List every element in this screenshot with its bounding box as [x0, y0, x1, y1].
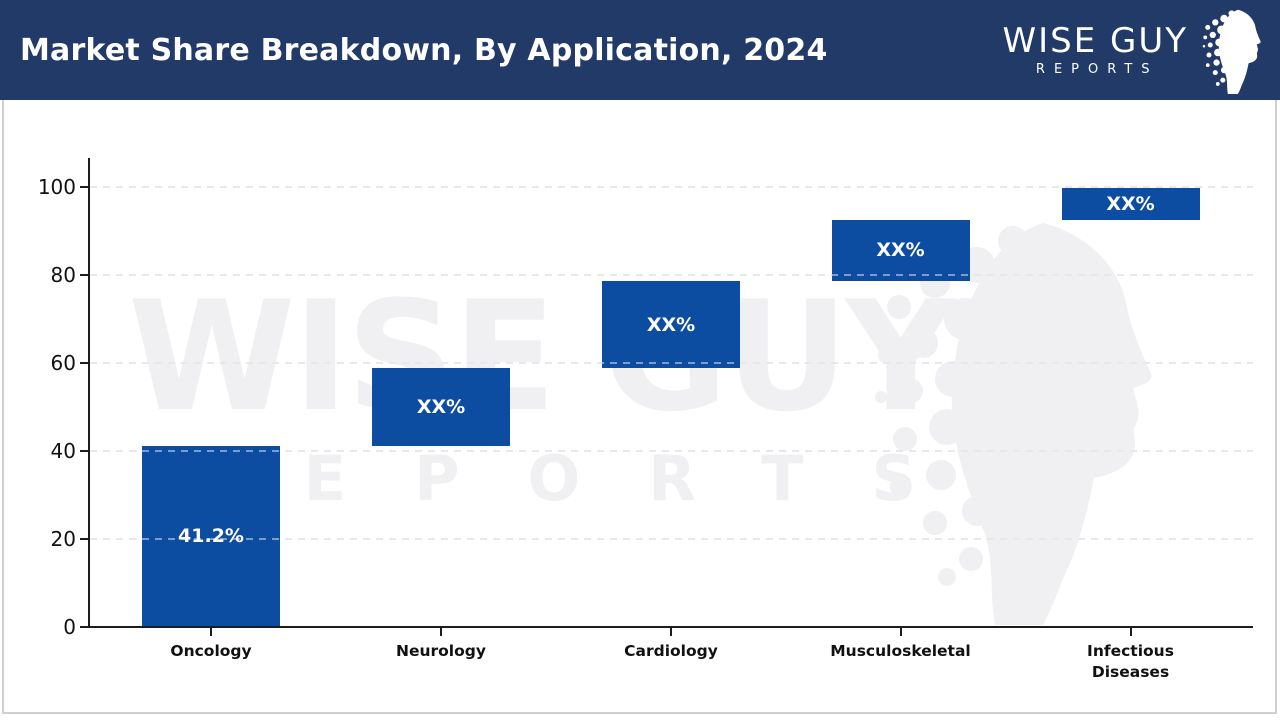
- bar-value-label: XX%: [1106, 192, 1155, 215]
- bar-value-label: XX%: [646, 313, 696, 336]
- y-tick-label-100: 100: [37, 174, 76, 199]
- x-tick-2: [670, 628, 672, 636]
- bar-value-label: 41.2%: [178, 525, 244, 548]
- gridline-40: [90, 449, 1253, 452]
- x-tick-4: [1129, 628, 1132, 636]
- gridline-20: [90, 537, 1253, 540]
- logo-text: WISE GUY REPORTS: [1002, 24, 1188, 76]
- bar-neurology: XX%: [372, 368, 510, 446]
- bar-value-label: XX%: [416, 395, 466, 418]
- gridline-overlay-40: [90, 449, 1253, 452]
- gridline-overlay-20: [90, 537, 1253, 540]
- bar-musculoskeletal: XX%: [831, 219, 970, 281]
- logo-wordmark: WISE GUY: [1002, 21, 1188, 61]
- gridline-80: [90, 273, 1253, 276]
- y-tick-label-60: 60: [50, 350, 76, 375]
- y-tick-40: [80, 449, 88, 452]
- page-title: Market Share Breakdown, By Application, …: [20, 32, 828, 68]
- bar-infectious-diseases: XX%: [1061, 187, 1200, 220]
- bar-value-label: XX%: [876, 239, 925, 262]
- x-category-label: Musculoskeletal: [830, 642, 971, 660]
- y-tick-label-20: 20: [50, 526, 76, 551]
- x-category-label: Infectious Diseases: [1087, 642, 1174, 681]
- gridline-100: [90, 185, 1253, 188]
- y-tick-20: [80, 537, 88, 540]
- y-tick-0: [80, 626, 88, 628]
- logo-head-icon: [1202, 9, 1261, 94]
- gridline-overlay-80: [90, 273, 1253, 276]
- x-axis-line: [88, 626, 1253, 628]
- x-category-label: Cardiology: [624, 642, 718, 660]
- y-tick-label-0: 0: [63, 615, 76, 639]
- y-axis-line: [88, 158, 90, 628]
- y-tick-60: [80, 361, 88, 364]
- x-category-label: Neurology: [396, 642, 486, 660]
- x-tick-0: [210, 628, 212, 636]
- x-tick-3: [899, 628, 902, 636]
- bar-oncology: 41.2%: [142, 445, 280, 627]
- wise-guy-reports-logo: WISE GUY REPORTS: [1002, 6, 1270, 94]
- bar-cardiology: XX%: [602, 280, 740, 369]
- gridline-overlay-100: [90, 185, 1253, 188]
- y-tick-100: [80, 185, 88, 188]
- y-tick-80: [80, 273, 88, 276]
- gridline-overlay-60: [90, 361, 1253, 364]
- x-tick-1: [440, 628, 442, 636]
- header-banner: Market Share Breakdown, By Application, …: [0, 0, 1280, 100]
- x-category-label: Oncology: [170, 642, 252, 660]
- y-tick-label-80: 80: [50, 262, 76, 287]
- logo-subtext: REPORTS: [1035, 62, 1159, 77]
- y-tick-label-40: 40: [50, 438, 76, 463]
